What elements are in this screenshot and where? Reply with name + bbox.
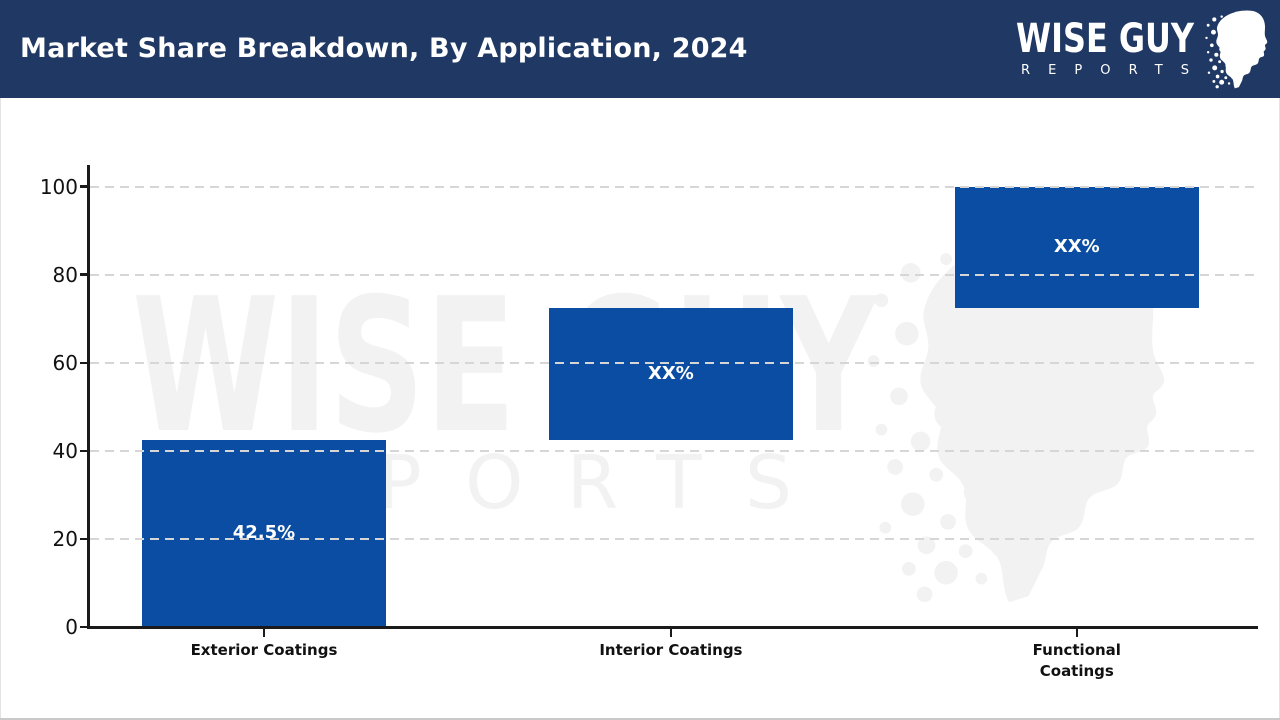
x-tick <box>1075 628 1079 637</box>
category-label-exterior-coatings: Exterior Coatings <box>190 641 338 659</box>
bar-value-label: XX% <box>1053 236 1100 258</box>
y-tick <box>80 185 89 188</box>
y-tick <box>80 449 89 453</box>
y-tick-label: 20 <box>52 526 78 551</box>
y-tick-label: 0 <box>65 615 78 639</box>
chart-area: WISE GUY REPORTS 02040608010042.5%Exteri… <box>0 98 1280 720</box>
bar-exterior-coatings <box>141 439 386 627</box>
x-tick <box>669 628 673 637</box>
y-tick-label: 40 <box>52 438 78 463</box>
page-title: Market Share Breakdown, By Application, … <box>20 33 748 64</box>
y-gridline <box>90 185 1258 188</box>
category-label-functional-coatings: Functional Coatings <box>1032 641 1121 680</box>
y-gridline <box>90 449 1258 452</box>
header-bar: Market Share Breakdown, By Application, … <box>0 0 1280 98</box>
wiseguy-logo: WISE GUY REPORTS <box>1016 10 1268 89</box>
y-tick <box>80 625 89 629</box>
face-profile-icon <box>1205 10 1268 89</box>
y-axis <box>87 165 90 629</box>
bar-value-label: XX% <box>648 362 694 384</box>
y-tick <box>80 537 89 541</box>
y-gridline <box>90 273 1258 276</box>
y-tick <box>80 273 89 276</box>
bar-interior-coatings <box>548 307 793 440</box>
category-label-interior-coatings: Interior Coatings <box>599 641 743 659</box>
y-tick-label: 60 <box>52 350 78 375</box>
y-gridline <box>90 361 1258 364</box>
y-tick <box>80 361 89 364</box>
y-tick-label: 80 <box>52 262 78 287</box>
y-tick-label: 100 <box>39 174 78 199</box>
bar-value-label: 42.5% <box>232 522 296 544</box>
x-tick <box>262 628 266 637</box>
x-axis <box>87 626 1258 629</box>
logo-text-primary: WISE GUY <box>1016 16 1195 62</box>
logo-text-secondary: REPORTS <box>1021 63 1189 78</box>
plot: 0 20 40 60 80 100 42.5% Exterior Coatings XX% Int… <box>0 98 1280 720</box>
y-gridline <box>90 537 1258 540</box>
